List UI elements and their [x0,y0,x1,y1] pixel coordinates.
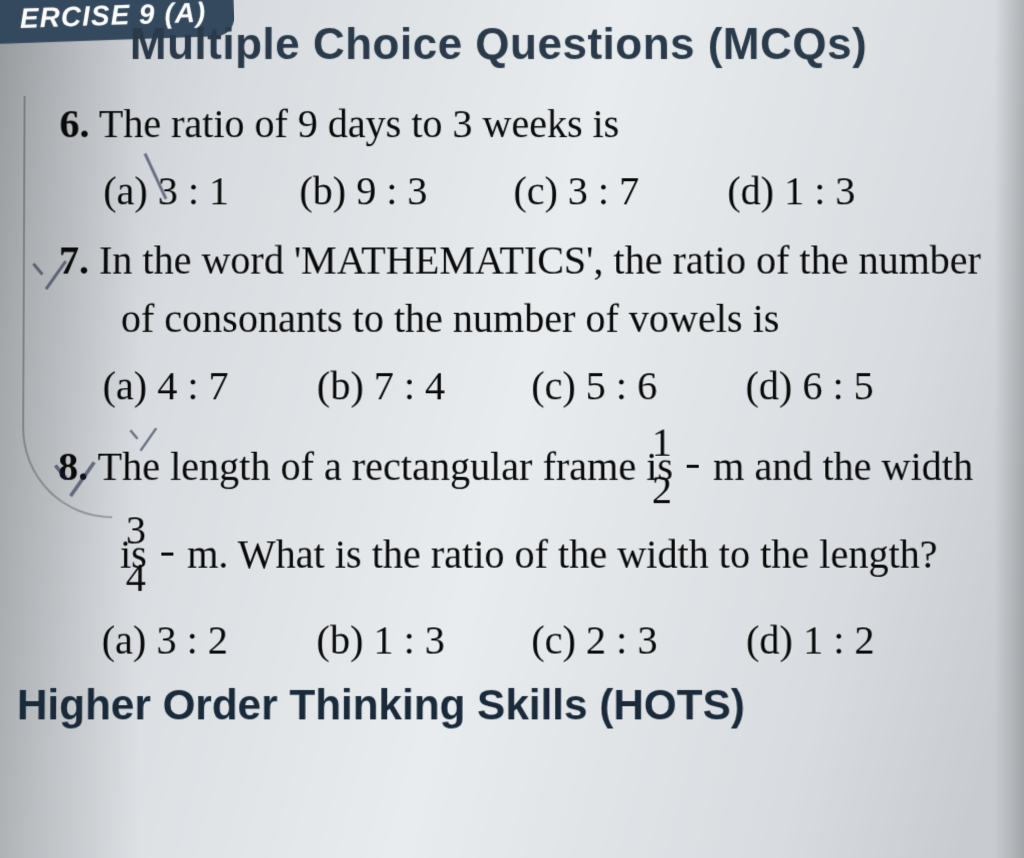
q8-pre: The length of a rectangular frame is [98,443,684,488]
question-8-options: (a) 3 : 2 (b) 1 : 3 (c) 2 : 3 (d) 1 : 2 [57,610,996,671]
q7-option-b: (b) 7 : 4 [317,356,531,416]
q8-frac2: 34 [161,510,173,598]
q8-frac1: 12 [687,422,699,510]
q7-option-d: (d) 6 : 5 [746,356,960,416]
q8-option-c: (c) 2 : 3 [531,610,746,671]
question-7-body: In the word 'MATHEMATICS', the ratio of … [99,237,981,341]
question-7: 7. In the word 'MATHEMATICS', the ratio … [58,231,995,416]
question-6-text: 6. The ratio of 9 days to 3 weeks is [59,95,994,153]
q8-option-d: (d) 1 : 2 [746,610,961,671]
q6-option-b: (b) 9 : 3 [299,161,513,221]
question-8-text: 8. The length of a rectangular frame is … [58,427,997,603]
hots-heading: Higher Order Thinking Skills (HOTS) [17,681,997,730]
content-area: 6. The ratio of 9 days to 3 weeks is (a)… [57,95,997,729]
question-6-number: 6. [59,101,89,146]
question-7-options: (a) 4 : 7 (b) 7 : 4 (c) 5 : 6 (d) 6 : 5 [58,356,995,416]
q8-option-b: (b) 1 : 3 [316,610,531,671]
page: ERCISE 9 (A) Multiple Choice Questions (… [0,0,1024,858]
question-6: 6. The ratio of 9 days to 3 weeks is (a)… [59,95,995,221]
question-6-options: (a) 3 : 1 (b) 9 : 3 (c) 3 : 7 (d) 1 : 3 [59,161,995,221]
q6-option-a: (a) 3 : 1 [103,161,299,221]
q8-mid2: m. What is the ratio of the width to the… [177,531,938,576]
q7-option-a: (a) 4 : 7 [103,356,317,416]
question-8: 8. The length of a rectangular frame is … [57,427,996,671]
question-8-number: 8. [58,443,88,488]
section-title: Multiple Choice Questions (MCQs) [130,20,868,70]
q8-option-a: (a) 3 : 2 [102,610,317,671]
q6-option-d: (d) 1 : 3 [727,161,941,221]
q7-option-c: (c) 5 : 6 [531,356,745,416]
question-7-number: 7. [59,237,89,282]
q6-option-c: (c) 3 : 7 [513,161,727,221]
question-6-body: The ratio of 9 days to 3 weeks is [99,101,620,146]
question-7-text: 7. In the word 'MATHEMATICS', the ratio … [59,231,996,348]
